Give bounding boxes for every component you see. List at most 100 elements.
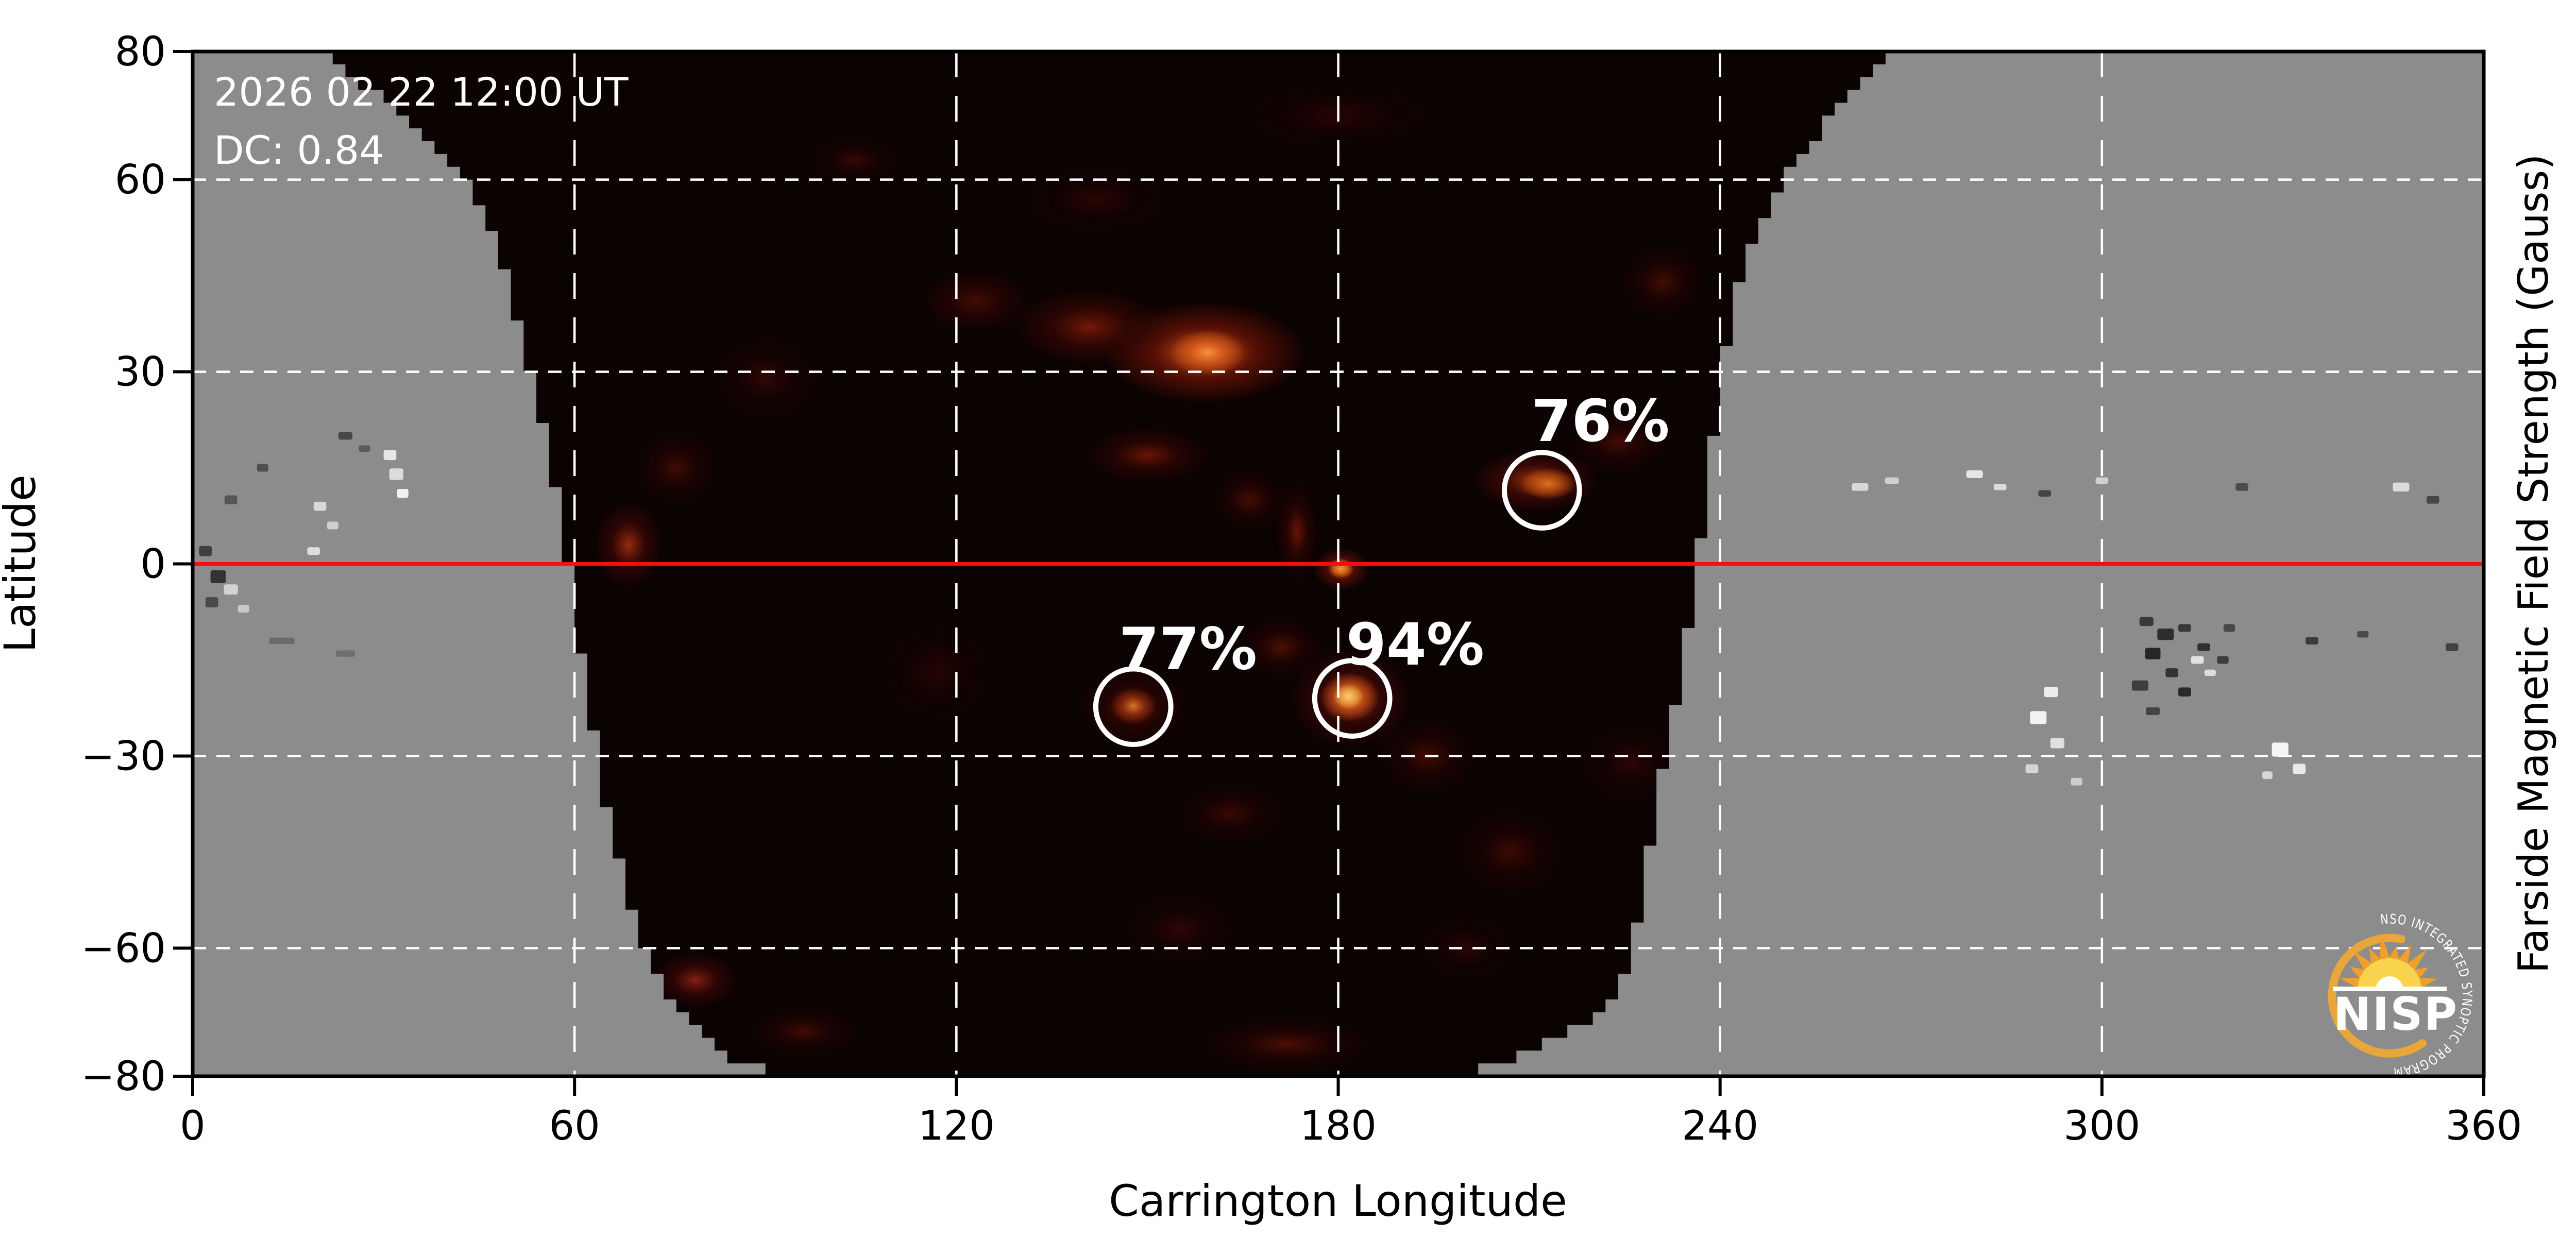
logo-dome — [2376, 976, 2403, 990]
magnetogram-speckle — [338, 432, 353, 440]
magnetogram-speckle — [2426, 496, 2439, 504]
logo-nisp-text: NISP — [2333, 988, 2458, 1041]
magnetogram-speckle — [2131, 680, 2149, 691]
magnetogram-speckle — [1852, 483, 1869, 491]
x-tick-label: 240 — [1682, 1103, 1758, 1149]
farside-hotspots — [594, 71, 1707, 1073]
magnetogram-speckle — [2393, 482, 2410, 492]
magnetogram-speckle — [389, 468, 403, 480]
farside-hotspot — [1408, 909, 1523, 987]
magnetogram-speckle — [2044, 687, 2058, 698]
magnetogram-speckle — [2165, 668, 2179, 677]
farside-hotspot — [1211, 468, 1287, 532]
magnetogram-speckle — [238, 605, 249, 613]
magnetogram-speckle — [2293, 764, 2306, 774]
magnetogram-speckle — [359, 445, 370, 452]
magnetogram-speckle — [199, 546, 212, 556]
detection-probability-label: 94% — [1346, 612, 1484, 679]
farside-hotspot — [1333, 683, 1364, 709]
farside-hotspot — [1519, 468, 1577, 500]
farside-hotspot — [1083, 426, 1211, 484]
magnetogram-speckle — [2223, 624, 2235, 632]
detection-circle — [1312, 658, 1393, 739]
magnetogram-speckle — [2178, 687, 2191, 697]
magnetogram-speckle — [2445, 643, 2459, 651]
logo-ring-arc — [2328, 934, 2427, 1058]
farside-hotspot — [594, 500, 664, 590]
map-dc-value: DC: 0.84 — [214, 127, 384, 173]
farside-hotspot — [1007, 160, 1186, 238]
magnetogram-speckle — [2262, 771, 2273, 779]
farside-hotspot — [1236, 615, 1326, 680]
magnetogram-speckle — [257, 464, 268, 472]
detection-circle — [1093, 666, 1174, 748]
logo-sun-disc — [2358, 958, 2421, 990]
magnetogram-speckle — [224, 584, 238, 595]
magnetogram-speckle — [2235, 483, 2248, 491]
magnetogram-speckle — [205, 597, 218, 608]
farside-hotspot — [1110, 688, 1157, 724]
farside-hotspot — [1115, 890, 1243, 968]
farside-hotspot — [803, 134, 906, 186]
y-axis-label: Latitude — [0, 474, 45, 653]
x-tick-label: 180 — [1300, 1103, 1377, 1149]
magnetogram-speckle — [397, 489, 409, 498]
magnetogram-speckle — [2030, 711, 2047, 724]
magnetogram-speckle — [2178, 624, 2191, 632]
farside-hotspot — [1013, 288, 1166, 366]
farside-hotspot — [1198, 1015, 1377, 1073]
magnetogram-speckle — [2095, 477, 2109, 484]
magnetogram-speckle — [383, 450, 397, 461]
x-tick-label: 300 — [2063, 1103, 2140, 1149]
magnetogram-speckle — [1993, 484, 2007, 490]
magnetogram-speckle — [2038, 490, 2052, 497]
y-tick-label: −60 — [81, 925, 166, 972]
farside-hotspot — [1173, 782, 1287, 846]
y-tick-label: 30 — [115, 349, 166, 396]
magnetogram-speckle — [2157, 629, 2174, 640]
farside-hotspot — [1618, 243, 1707, 321]
frontside-active-regions — [199, 432, 2459, 786]
farside-hotspot — [918, 269, 1033, 333]
x-tick-label: 0 — [180, 1103, 206, 1149]
magnetogram-speckle — [224, 495, 238, 504]
magnetogram-speckle — [2025, 764, 2039, 774]
magnetogram-speckle — [2071, 777, 2082, 786]
farside-hotspot — [861, 608, 1014, 737]
magnetogram-speckle — [2145, 648, 2161, 659]
magnetogram-speckle — [2357, 631, 2369, 638]
detection-circle — [1501, 450, 1582, 531]
farside-hotspot — [746, 1006, 861, 1057]
x-tick-label: 360 — [2446, 1103, 2522, 1149]
farside-hotspot — [1452, 807, 1568, 897]
detection-probability-label: 77% — [1119, 616, 1257, 683]
magnetogram-speckle — [327, 521, 338, 530]
magnetogram-speckle — [2204, 669, 2216, 676]
magnetogram-speckle — [2146, 707, 2160, 715]
magnetogram-speckle — [2306, 637, 2318, 645]
y-tick-label: −80 — [81, 1054, 166, 1100]
farside-hotspot — [1170, 330, 1246, 375]
farside-hotspot — [651, 951, 740, 1009]
map-plot: 76%77% 94% NISP NSO INTEGRATED SYNOPTIC P… — [0, 29, 2522, 1226]
x-axis-label: Carrington Longitude — [1109, 1176, 1567, 1226]
magnetogram-speckle — [2217, 656, 2229, 664]
magnetogram-speckle — [2139, 617, 2154, 626]
magnetogram-speckle — [307, 547, 320, 555]
colorbar-farside-label: Farside Magnetic Field Strength (Gauss) — [2510, 154, 2557, 974]
magnetogram-speckle — [335, 650, 355, 657]
magnetogram-speckle — [2191, 656, 2204, 664]
x-tick-label: 60 — [549, 1103, 600, 1149]
magnetogram-speckle — [269, 637, 295, 644]
y-tick-label: 80 — [115, 29, 166, 75]
y-tick-label: −30 — [81, 733, 166, 779]
map-timestamp: 2026 02 22 12:00 UT — [214, 69, 629, 115]
magnetogram-speckle — [2197, 643, 2210, 651]
magnetogram-speckle — [2050, 738, 2064, 749]
magnetogram-speckle — [1966, 470, 1983, 478]
detection-markers: 76% 77% 94% — [1093, 388, 1669, 748]
logo-sun — [2339, 933, 2438, 990]
farside-hotspot — [1328, 558, 1354, 579]
